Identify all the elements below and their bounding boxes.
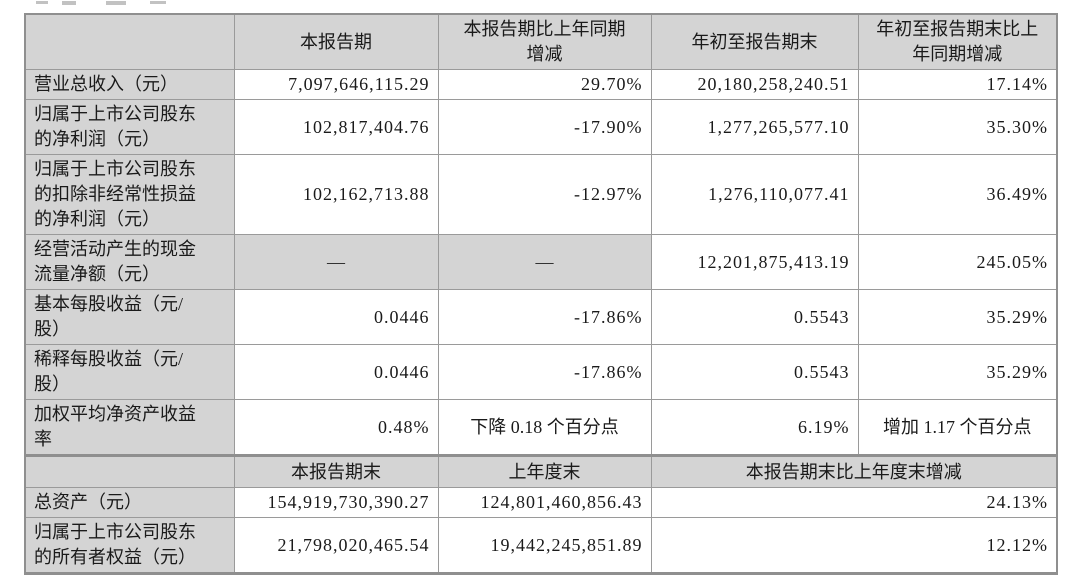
row-label: 归属于上市公司股东 的净利润（元） (24, 99, 235, 155)
header-ytd: 年初至报告期末 (650, 13, 859, 70)
secondary-header-row: 本报告期末 上年度末 本报告期末比上年度末增减 (24, 454, 1058, 488)
cell-current-period: 102,162,713.88 (233, 154, 439, 235)
table-row: 稀释每股收益（元/ 股） 0.0446 -17.86% 0.5543 35.29… (24, 344, 1058, 400)
cell-ytd-change: 35.30% (857, 99, 1058, 155)
header-corner (24, 13, 235, 70)
cell-ytd-change: 增加 1.17 个百分点 (857, 399, 1058, 456)
table-row: 经营活动产生的现金 流量净额（元） — — 12,201,875,413.19 … (24, 234, 1058, 290)
financial-summary-table: 本报告期 本报告期比上年同期 增减 年初至报告期末 年初至报告期末比上 年同期增… (24, 13, 1058, 575)
header-end-of-period: 本报告期末 (233, 454, 439, 488)
cell-ytd: 0.5543 (650, 289, 859, 345)
cell-current-period-change: -12.97% (437, 154, 652, 235)
cell-current-period: 102,817,404.76 (233, 99, 439, 155)
secondary-header-corner (24, 454, 235, 488)
cell-end-of-period: 154,919,730,390.27 (233, 487, 439, 518)
row-label: 营业总收入（元） (24, 69, 235, 100)
clipped-heading-remnant (0, 0, 260, 6)
cell-end-of-period: 21,798,020,465.54 (233, 517, 439, 575)
table-row: 归属于上市公司股东 的所有者权益（元） 21,798,020,465.54 19… (24, 517, 1058, 575)
header-current-period: 本报告期 (233, 13, 439, 70)
cell-ytd: 0.5543 (650, 344, 859, 400)
cell-ytd-change: 245.05% (857, 234, 1058, 290)
cell-current-period: — (233, 234, 439, 290)
cell-ytd-change: 36.49% (857, 154, 1058, 235)
header-period-end-change: 本报告期末比上年度末增减 (650, 454, 1058, 488)
cell-period-end-change: 24.13% (650, 487, 1058, 518)
row-label: 归属于上市公司股东 的扣除非经常性损益 的净利润（元） (24, 154, 235, 235)
table-row: 归属于上市公司股东 的扣除非经常性损益 的净利润（元） 102,162,713.… (24, 154, 1058, 235)
cell-current-period-change: -17.90% (437, 99, 652, 155)
row-label: 基本每股收益（元/ 股） (24, 289, 235, 345)
cell-ytd-change: 17.14% (857, 69, 1058, 100)
row-label: 归属于上市公司股东 的所有者权益（元） (24, 517, 235, 575)
cell-ytd-change: 35.29% (857, 344, 1058, 400)
cell-current-period: 0.0446 (233, 344, 439, 400)
cell-ytd-change: 35.29% (857, 289, 1058, 345)
table-row: 归属于上市公司股东 的净利润（元） 102,817,404.76 -17.90%… (24, 99, 1058, 155)
cell-current-period-change: 29.70% (437, 69, 652, 100)
cell-current-period: 0.0446 (233, 289, 439, 345)
cell-ytd: 1,276,110,077.41 (650, 154, 859, 235)
cell-prev-year-end: 19,442,245,851.89 (437, 517, 652, 575)
cell-ytd: 20,180,258,240.51 (650, 69, 859, 100)
cell-current-period: 7,097,646,115.29 (233, 69, 439, 100)
cell-period-end-change: 12.12% (650, 517, 1058, 575)
cell-ytd: 1,277,265,577.10 (650, 99, 859, 155)
cell-current-period-change: -17.86% (437, 344, 652, 400)
cell-current-period-change: -17.86% (437, 289, 652, 345)
cell-current-period-change: — (437, 234, 652, 290)
cell-prev-year-end: 124,801,460,856.43 (437, 487, 652, 518)
table-row: 总资产（元） 154,919,730,390.27 124,801,460,85… (24, 487, 1058, 518)
header-ytd-change: 年初至报告期末比上 年同期增减 (857, 13, 1058, 70)
cell-current-period-change: 下降 0.18 个百分点 (437, 399, 652, 456)
table-row: 加权平均净资产收益 率 0.48% 下降 0.18 个百分点 6.19% 增加 … (24, 399, 1058, 456)
cell-ytd: 6.19% (650, 399, 859, 456)
header-current-period-change: 本报告期比上年同期 增减 (437, 13, 652, 70)
row-label: 加权平均净资产收益 率 (24, 399, 235, 456)
row-label: 总资产（元） (24, 487, 235, 518)
row-label: 经营活动产生的现金 流量净额（元） (24, 234, 235, 290)
cell-current-period: 0.48% (233, 399, 439, 456)
table-row: 基本每股收益（元/ 股） 0.0446 -17.86% 0.5543 35.29… (24, 289, 1058, 345)
row-label: 稀释每股收益（元/ 股） (24, 344, 235, 400)
cell-ytd: 12,201,875,413.19 (650, 234, 859, 290)
table-row: 营业总收入（元） 7,097,646,115.29 29.70% 20,180,… (24, 69, 1058, 100)
header-prev-year-end: 上年度末 (437, 454, 652, 488)
table-header-row: 本报告期 本报告期比上年同期 增减 年初至报告期末 年初至报告期末比上 年同期增… (24, 13, 1058, 70)
